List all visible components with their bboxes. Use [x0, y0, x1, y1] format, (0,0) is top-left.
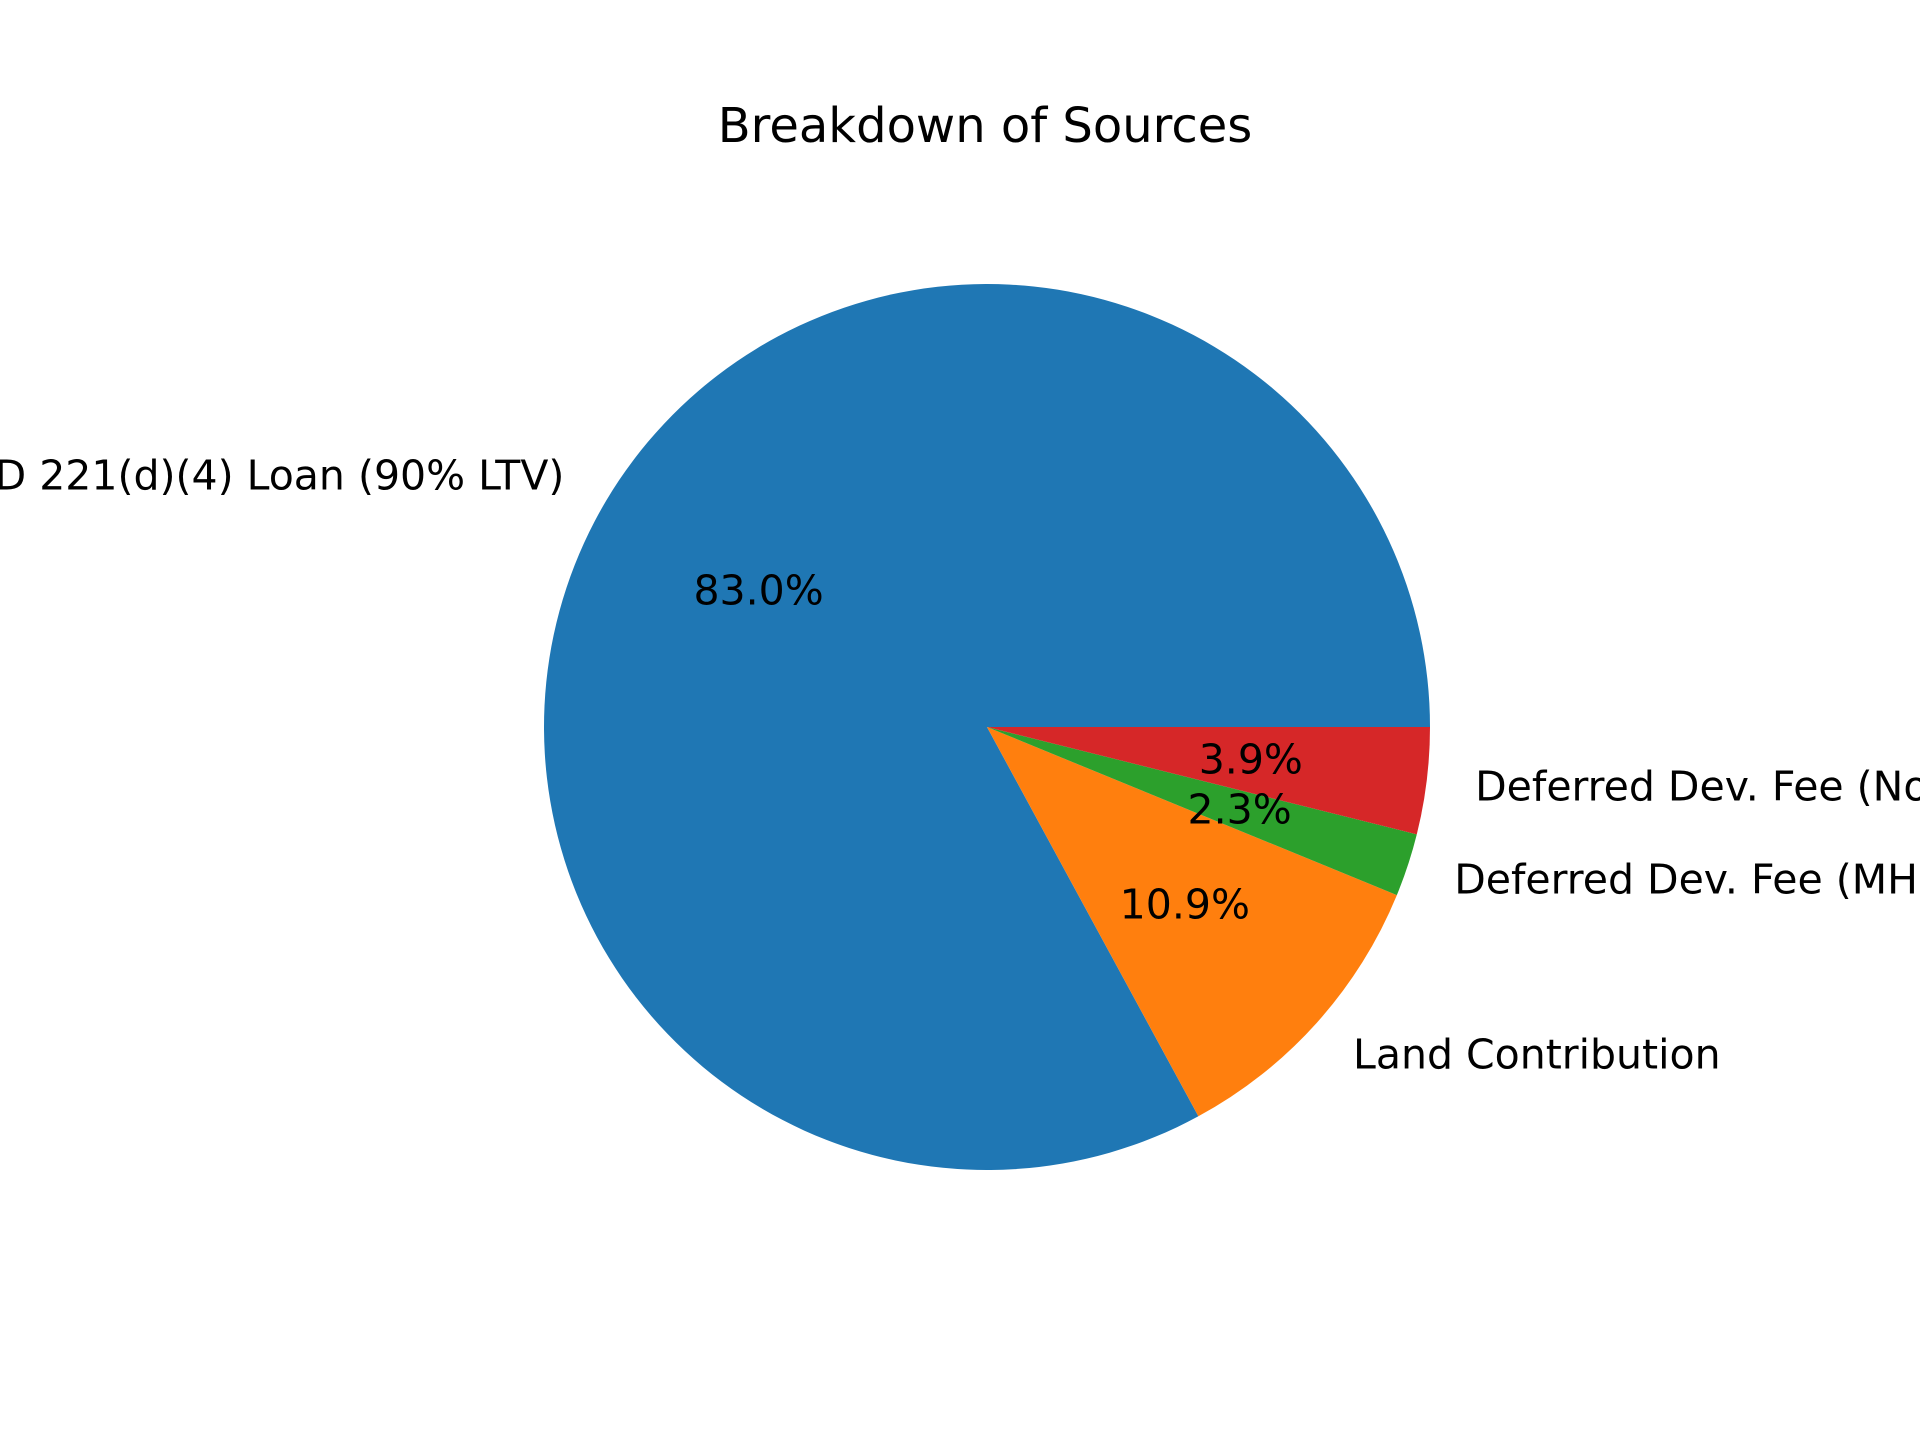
slice-label-0: D 221(d)(4) Loan (90% LTV)	[0, 451, 565, 499]
pct-label-1: 10.9%	[1119, 879, 1250, 928]
pie-slice-1	[987, 727, 1397, 1117]
pie-slice-3	[987, 727, 1430, 835]
pct-label-2: 2.3%	[1187, 785, 1292, 834]
slice-label-3: Deferred Dev. Fee (No	[1475, 762, 1920, 811]
pct-label-0: 83.0%	[693, 566, 824, 615]
slice-label-2: Deferred Dev. Fee (MH	[1454, 855, 1918, 904]
pie-slice-0	[544, 283, 1430, 1170]
pie-slice-2	[987, 727, 1417, 896]
chart-title: Breakdown of Sources	[717, 98, 1253, 155]
pct-label-3: 3.9%	[1198, 734, 1303, 783]
slice-label-1: Land Contribution	[1353, 1030, 1721, 1079]
